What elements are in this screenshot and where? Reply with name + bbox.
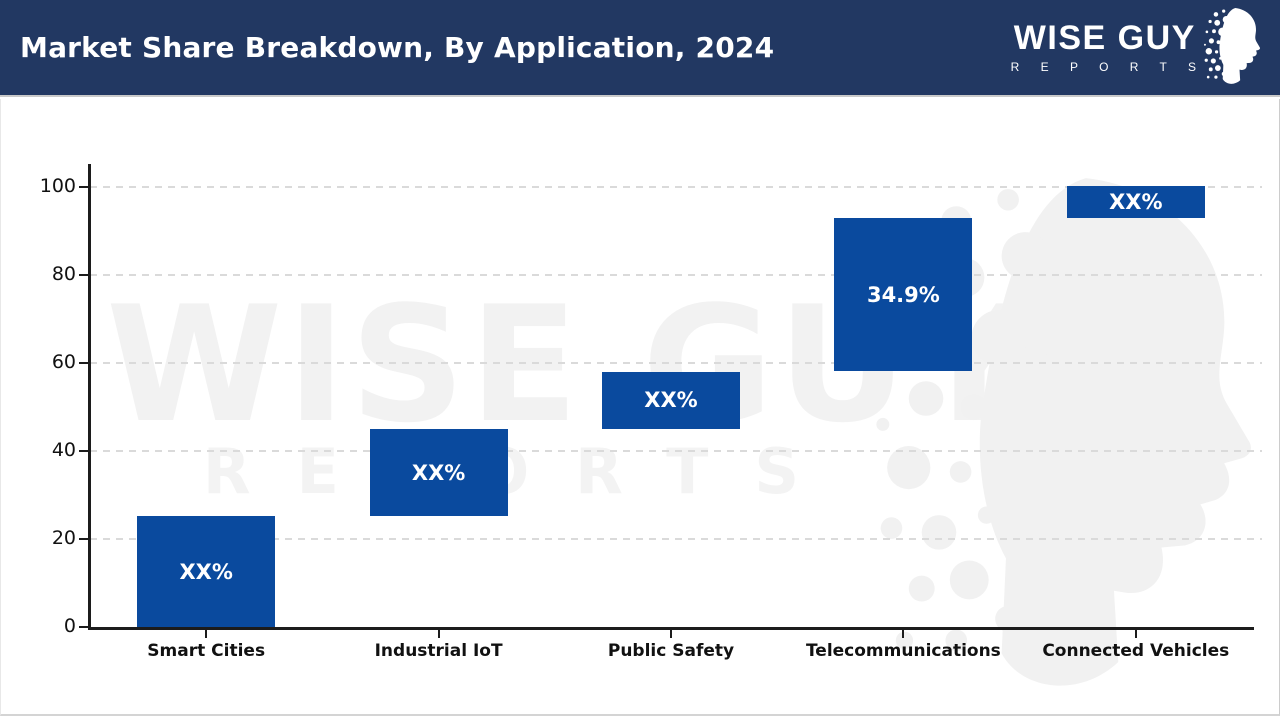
y-axis-tick-label: 20: [51, 527, 76, 549]
bar-value-label: XX%: [179, 559, 233, 584]
x-axis-tick: [902, 630, 905, 638]
x-axis-line: [88, 627, 1254, 630]
y-axis-tick-label: 60: [51, 351, 76, 373]
app-header: Market Share Breakdown, By Application, …: [0, 0, 1280, 97]
y-axis-line: [88, 164, 91, 630]
bar-value-label: XX%: [1109, 189, 1163, 214]
bar-connected-vehicles: XX%: [1066, 186, 1205, 218]
x-axis-category-label: Connected Vehicles: [1042, 641, 1230, 661]
bar-telecommunications: 34.9%: [834, 217, 973, 372]
gridline-20: [90, 538, 1262, 540]
y-axis-tick: [79, 274, 90, 276]
y-axis-tick-label: 100: [39, 175, 76, 197]
gridline-40: [90, 450, 1262, 452]
y-axis-tick-label: 40: [51, 439, 76, 461]
y-axis-tick: [79, 538, 90, 540]
x-axis-tick: [1134, 630, 1137, 638]
x-axis-category-label: Smart Cities: [147, 641, 266, 661]
brand-logo: WISE GUY R E P O R T S: [1005, 6, 1262, 90]
y-axis-tick: [79, 186, 90, 188]
x-axis-tick: [670, 630, 672, 638]
gridline-60: [90, 362, 1262, 364]
bar-public-safety: XX%: [602, 371, 740, 429]
x-axis-tick: [205, 630, 208, 638]
y-axis-tick: [79, 450, 90, 452]
bar-smart-cities: XX%: [137, 516, 276, 627]
bar-industrial-iot: XX%: [369, 429, 508, 517]
brand-name: WISE GUY: [1013, 19, 1196, 57]
bar-value-label: 34.9%: [866, 282, 940, 307]
page-title: Market Share Breakdown, By Application, …: [20, 31, 775, 64]
x-axis-category-label: Telecommunications: [805, 641, 1001, 661]
y-axis-tick: [79, 626, 90, 628]
bar-value-label: XX%: [411, 460, 466, 485]
y-axis-tick-label: 0: [63, 615, 76, 637]
bar-value-label: XX%: [644, 388, 698, 413]
x-axis-tick: [437, 630, 440, 638]
y-axis-tick-label: 80: [51, 263, 76, 285]
x-axis-category-label: Industrial IoT: [374, 641, 503, 661]
gridline-100: [90, 186, 1262, 188]
brand-logo-text: WISE GUY R E P O R T S: [1005, 21, 1205, 74]
brand-subtitle: R E P O R T S: [1010, 60, 1205, 74]
gridline-80: [90, 274, 1262, 276]
y-axis-tick: [79, 362, 90, 364]
x-axis-category-label: Public Safety: [607, 641, 735, 661]
